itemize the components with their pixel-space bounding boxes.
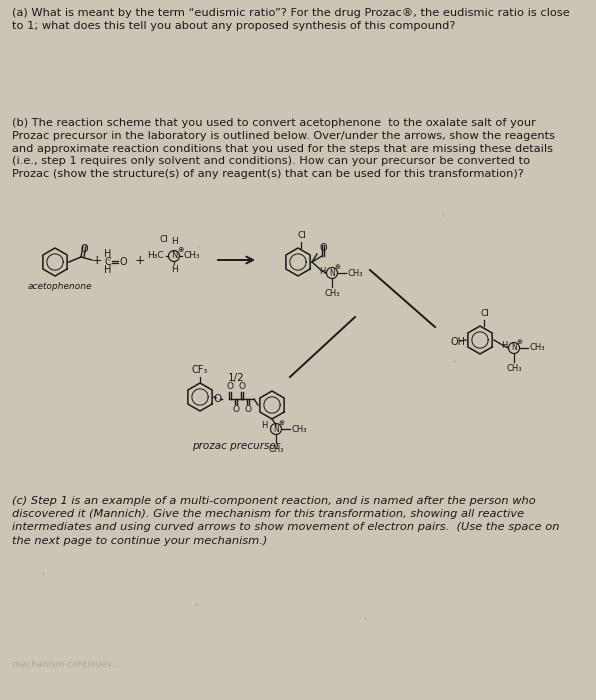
Text: C: C <box>105 257 111 267</box>
Text: ᶜ: ᶜ <box>108 259 110 265</box>
Text: +: + <box>135 253 145 267</box>
Text: H: H <box>170 265 178 274</box>
Text: O: O <box>319 243 327 253</box>
Text: O: O <box>244 405 252 414</box>
Text: N: N <box>273 424 279 433</box>
Text: H: H <box>170 237 178 246</box>
Text: (b) The reaction scheme that you used to convert acetophenone  to the oxalate sa: (b) The reaction scheme that you used to… <box>12 118 555 179</box>
Text: ⊕: ⊕ <box>516 339 522 345</box>
Text: ⊕: ⊕ <box>177 246 183 255</box>
Text: CH₃: CH₃ <box>183 251 200 260</box>
Text: CH₃: CH₃ <box>291 424 306 433</box>
Text: H: H <box>262 421 268 430</box>
Text: H: H <box>319 267 326 276</box>
Text: CH₃: CH₃ <box>347 269 362 277</box>
Text: prozac precursor: prozac precursor <box>192 441 280 451</box>
Text: H₃C: H₃C <box>147 251 164 260</box>
Text: N: N <box>329 269 335 277</box>
Text: OH: OH <box>451 337 465 347</box>
Text: O: O <box>120 257 128 267</box>
Text: CH₃: CH₃ <box>506 364 522 373</box>
Text: 1/2: 1/2 <box>228 373 244 383</box>
Text: O: O <box>214 394 222 404</box>
Text: ⊕: ⊕ <box>334 264 340 270</box>
Text: O: O <box>238 382 246 391</box>
Text: O: O <box>80 244 88 254</box>
Text: O: O <box>226 382 234 391</box>
Text: O: O <box>232 405 240 414</box>
Text: CH₃: CH₃ <box>268 445 284 454</box>
Text: Cl: Cl <box>160 235 169 244</box>
Text: mechanism continues...: mechanism continues... <box>12 660 120 669</box>
Text: N: N <box>511 344 517 353</box>
Text: N: N <box>171 251 177 260</box>
Text: Cl: Cl <box>480 309 489 318</box>
Text: CF₃: CF₃ <box>192 365 208 375</box>
Text: ⊕: ⊕ <box>278 420 284 426</box>
Text: Cl: Cl <box>297 231 306 240</box>
Text: (c) Step 1 is an example of a multi-component reaction, and is named after the p: (c) Step 1 is an example of a multi-comp… <box>12 496 560 545</box>
Text: +: + <box>92 253 103 267</box>
Text: H: H <box>502 342 508 351</box>
Text: acetophenone: acetophenone <box>28 282 92 291</box>
Text: CH₃: CH₃ <box>324 289 340 298</box>
Text: H: H <box>104 249 111 259</box>
Text: (a) What is meant by the term “eudismic ratio”? For the drug Prozac®, the eudism: (a) What is meant by the term “eudismic … <box>12 8 570 31</box>
Text: H: H <box>104 265 111 275</box>
Text: CH₃: CH₃ <box>529 344 545 353</box>
